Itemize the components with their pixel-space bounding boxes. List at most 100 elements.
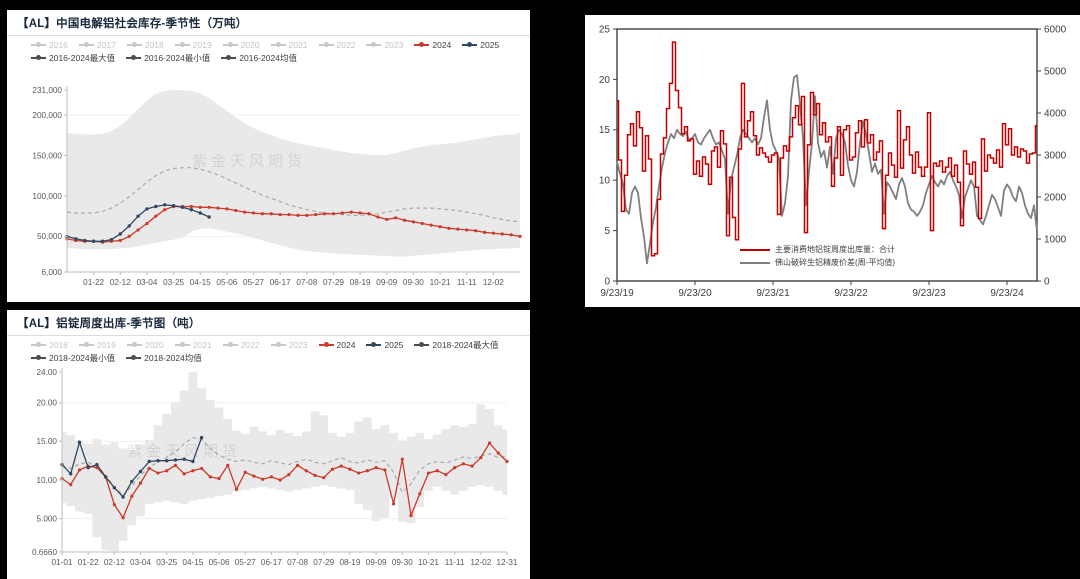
svg-text:0: 0 [604,276,610,287]
svg-text:12-02: 12-02 [483,278,504,287]
legend-item-2025[interactable]: 2025 [366,340,403,350]
legend-item[interactable]: 主要消费地铝锭周度出库量：合计 [740,243,895,256]
legend-marker-icon [31,42,46,48]
legend-item-2016-2024最小值[interactable]: 2016-2024最小值 [126,53,210,63]
svg-text:05-06: 05-06 [209,558,230,567]
svg-text:200,000: 200,000 [32,111,62,120]
svg-text:9/23/22: 9/23/22 [834,288,868,299]
legend-marker-icon [222,342,238,348]
svg-text:01-01: 01-01 [52,558,73,567]
legend-marker-icon [126,342,142,348]
svg-text:06-17: 06-17 [261,558,282,567]
legend-item-2018-2024最小值[interactable]: 2018-2024最小值 [31,353,115,363]
svg-text:50,000: 50,000 [37,232,62,241]
legend-item-2018-2024最大值[interactable]: 2018-2024最大值 [414,340,499,350]
legend-item-2023[interactable]: 2023 [270,340,308,350]
legend-item-2021[interactable]: 2021 [270,40,308,50]
legend-marker-icon [366,342,382,348]
legend-label: 2016 [49,40,68,50]
legend-marker-icon [174,42,190,48]
svg-text:3000: 3000 [1044,150,1067,161]
svg-text:10-21: 10-21 [418,558,439,567]
svg-text:5000: 5000 [1044,66,1067,77]
legend-item-2020[interactable]: 2020 [126,340,164,350]
legend-item-2021[interactable]: 2021 [174,340,212,350]
legend-marker-icon [270,342,286,348]
legend-item-2018[interactable]: 2018 [31,340,68,350]
legend-ingot-outbound: 2018 2019 2020 2021 2022 2023 2024 2025 2018-202… [7,336,530,363]
legend-marker-icon [78,42,94,48]
svg-text:9/23/21: 9/23/21 [756,288,790,299]
legend-label: 2018 [144,40,164,50]
svg-text:20.00: 20.00 [37,399,58,408]
legend-item[interactable]: 佛山破碎生铝精废价差(周-平均值) [740,256,895,269]
chart-social-inventory: 6,000 50,000 100,000 150,000 200,000 231,000 0… [32,86,522,287]
legend-item-2020[interactable]: 2020 [222,40,260,50]
legend-item-2025[interactable]: 2025 [462,40,499,50]
legend-label: 2020 [144,340,164,350]
legend-label: 2017 [96,40,116,50]
legend-item-2017[interactable]: 2017 [78,40,116,50]
panel-social-inventory: 【AL】中国电解铝社会库存-季节性（万吨） 2016 2017 2018 2019 20… [7,10,530,302]
svg-text:20: 20 [599,75,611,86]
svg-text:07-29: 07-29 [323,278,344,287]
legend-marker-icon [318,342,334,348]
legend-label: 2024 [336,340,356,350]
legend-item-2022[interactable]: 2022 [222,340,260,350]
chart-title-social-inventory: 【AL】中国电解铝社会库存-季节性（万吨） [7,10,530,36]
legend-item-2022[interactable]: 2022 [318,40,355,50]
legend-marker-icon [366,42,382,48]
legend-label: 主要消费地铝锭周度出库量：合计 [775,245,895,254]
legend-label: 2021 [288,40,308,50]
svg-text:25: 25 [599,24,611,35]
svg-text:15.00: 15.00 [37,437,58,446]
legend-label: 2019 [192,40,212,50]
svg-text:12-31: 12-31 [497,558,518,567]
legend-item-2018-2024均值[interactable]: 2018-2024均值 [126,353,202,363]
legend-label: 2023 [288,340,308,350]
svg-text:2000: 2000 [1044,192,1067,203]
svg-text:12-02: 12-02 [470,558,491,567]
svg-text:0.6660: 0.6660 [32,548,57,557]
legend-item-2023[interactable]: 2023 [366,40,403,50]
legend-marker-icon [31,342,46,348]
legend-label: 2018-2024最大值 [432,340,499,350]
legend-label: 2021 [192,340,212,350]
svg-text:15: 15 [599,125,611,136]
chart-ingot-outbound: 0.6660 5.000 10.00 15.00 20.00 24.00 01-01 01-2… [32,368,518,567]
legend-label: 2018 [49,340,68,350]
legend-marker-icon [414,342,430,348]
svg-text:150,000: 150,000 [32,151,62,160]
svg-text:04-15: 04-15 [190,278,211,287]
legend-item-2016-2024最大值[interactable]: 2016-2024最大值 [31,53,115,63]
legend-label: 2024 [432,40,452,50]
legend-item-2019[interactable]: 2019 [174,40,212,50]
legend-label: 2023 [384,40,404,50]
legend-label: 2025 [384,340,404,350]
svg-text:100,000: 100,000 [32,192,62,201]
legend-marker-icon [414,42,430,48]
svg-text:03-04: 03-04 [136,278,157,287]
legend-label: 2018-2024最小值 [49,353,116,363]
legend-social-inventory: 2016 2017 2018 2019 2020 2021 2022 2023 2024 2025… [7,36,530,63]
svg-text:06-17: 06-17 [270,278,291,287]
chart-outbound-spread: 0 5 10 15 20 25 0 1000 2000 3000 4000 5000 6000 9/23/… [599,24,1067,299]
legend-item-2016-2024均值[interactable]: 2016-2024均值 [221,53,297,63]
svg-text:07-08: 07-08 [296,278,317,287]
svg-text:9/23/19: 9/23/19 [600,288,634,299]
svg-text:03-04: 03-04 [130,558,151,567]
legend-item-2024[interactable]: 2024 [414,40,451,50]
legend-item-2024[interactable]: 2024 [318,340,356,350]
legend-item-2019[interactable]: 2019 [78,340,116,350]
svg-text:0: 0 [1044,276,1050,287]
legend-label: 2019 [96,340,116,350]
legend-marker-icon [222,42,238,48]
svg-text:5.000: 5.000 [37,514,58,523]
svg-text:5: 5 [604,226,610,237]
svg-text:08-19: 08-19 [339,558,360,567]
svg-text:02-12: 02-12 [110,278,131,287]
legend-label: 2018-2024均值 [144,353,202,363]
legend-item-2016[interactable]: 2016 [31,40,68,50]
svg-text:9/23/20: 9/23/20 [678,288,712,299]
legend-item-2018[interactable]: 2018 [126,40,164,50]
